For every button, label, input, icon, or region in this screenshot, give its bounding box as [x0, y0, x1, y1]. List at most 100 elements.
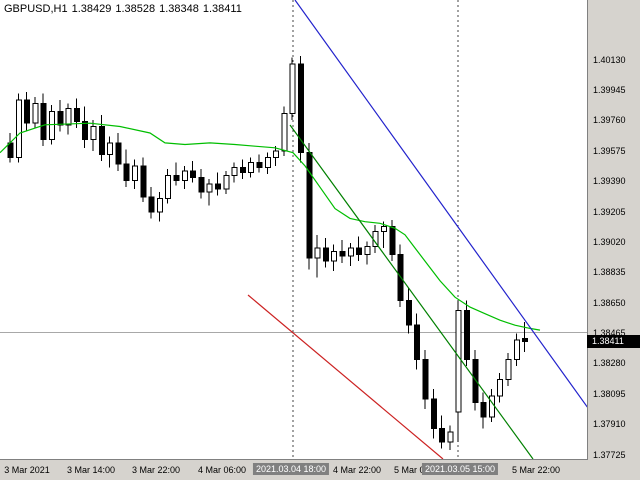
- candles-layer: [7, 55, 529, 450]
- price-axis-label: 1.38095: [593, 388, 626, 399]
- price-axis-label: 1.39020: [593, 236, 626, 247]
- upper-channel-blue: [294, 0, 587, 408]
- bear-candle-body: [57, 111, 64, 126]
- bear-candle-body: [422, 359, 429, 400]
- bull-candle-body: [156, 198, 163, 213]
- bull-candle-body: [65, 107, 72, 126]
- symbol-period-label: GBPUSD,H1: [4, 3, 68, 15]
- bull-candle-body: [372, 231, 379, 247]
- high-value: 1.38528: [115, 3, 156, 15]
- bull-candle-body: [455, 309, 462, 413]
- vline-time-label: 2021.03.04 18:00: [252, 463, 330, 475]
- bear-candle-body: [522, 337, 529, 342]
- bear-candle-body: [215, 183, 221, 190]
- bull-candle-body: [90, 125, 97, 141]
- lower-channel-red: [247, 294, 444, 459]
- bull-candle-body: [107, 142, 114, 155]
- bull-candle-body: [273, 150, 280, 159]
- price-axis-label: 1.38465: [593, 328, 626, 339]
- bear-candle-body: [356, 247, 363, 256]
- bull-candle-body: [32, 102, 39, 124]
- bear-candle-body: [464, 309, 470, 361]
- bull-candle-body: [248, 162, 255, 173]
- bear-candle-body: [306, 152, 313, 259]
- bid-price-marker: 1.38411: [587, 334, 640, 348]
- time-axis-label: 3 Mar 2021: [4, 465, 50, 475]
- bear-candle-body: [480, 401, 487, 418]
- bear-candle-body: [7, 142, 14, 159]
- time-axis-label: 5 Mar 06:00: [393, 465, 443, 475]
- close-value: 1.38411: [202, 3, 242, 15]
- bull-candle-body: [15, 99, 22, 159]
- bear-candle-body: [148, 196, 155, 213]
- bull-candle-body: [331, 250, 338, 262]
- bull-candle-body: [206, 183, 213, 193]
- time-axis[interactable]: 3 Mar 2021 3 Mar 14:00 3 Mar 22:00 4 Mar 06…: [0, 460, 640, 480]
- bull-candle-body: [264, 157, 271, 169]
- bear-candle-body: [430, 398, 437, 430]
- time-axis-label: 3 Mar 14:00: [66, 465, 116, 475]
- moving-average-line: [0, 122, 541, 331]
- price-axis-label: 1.39945: [593, 85, 626, 95]
- price-axis-label: 1.40130: [593, 54, 626, 65]
- bear-candle-body: [414, 324, 421, 361]
- price-axis-label: 1.39760: [593, 115, 626, 126]
- bear-candle-body: [123, 163, 130, 182]
- bear-candle-body: [190, 170, 197, 178]
- mid-channel-green: [289, 124, 534, 459]
- bear-candle-body: [389, 226, 396, 256]
- price-axis[interactable]: 1.40130 1.39945 1.39760 1.39575 1.39390 1.392…: [588, 0, 640, 460]
- bear-candle-body: [73, 107, 80, 123]
- bear-candle-body: [472, 359, 479, 403]
- bull-candle-body: [513, 339, 520, 361]
- bull-candle-body: [314, 247, 321, 259]
- bull-candle-body: [165, 175, 172, 200]
- bull-candle-body: [231, 167, 238, 177]
- price-axis-label: 1.37910: [593, 419, 626, 430]
- bear-candle-body: [173, 175, 180, 182]
- bull-candle-body: [505, 359, 512, 380]
- bull-candle-body: [347, 247, 354, 257]
- bear-candle-body: [24, 99, 31, 124]
- bear-candle-body: [115, 142, 122, 165]
- bear-candle-body: [82, 121, 89, 141]
- bear-candle-body: [198, 176, 205, 193]
- bull-candle-body: [381, 226, 387, 233]
- price-axis-label: 1.39575: [593, 145, 626, 156]
- bear-candle-body: [298, 63, 304, 154]
- bear-candle-body: [256, 162, 263, 169]
- bear-candle-body: [405, 300, 412, 326]
- time-axis-label: 4 Mar 06:00: [197, 465, 247, 475]
- bull-candle-body: [132, 165, 138, 182]
- bull-candle-body: [447, 431, 454, 443]
- time-axis-label: 4 Mar 22:00: [332, 465, 382, 475]
- price-axis-label: 1.37725: [593, 449, 626, 460]
- vline-time-label: 2021.03.05 15:00: [421, 463, 499, 475]
- bear-candle-body: [40, 102, 47, 141]
- price-axis-label: 1.38835: [593, 267, 626, 278]
- low-value: 1.38348: [159, 3, 199, 15]
- bull-candle-body: [497, 378, 504, 397]
- open-value: 1.38429: [71, 3, 112, 15]
- price-axis-label: 1.38280: [593, 358, 626, 369]
- time-axis-label: 5 Mar 22:00: [511, 465, 561, 475]
- time-axis-label: 3 Mar 22:00: [131, 465, 181, 475]
- bull-candle-body: [488, 395, 495, 418]
- bull-candle-body: [223, 175, 230, 190]
- bear-candle-body: [339, 250, 346, 257]
- bear-candle-body: [140, 165, 147, 198]
- bear-candle-body: [439, 428, 446, 443]
- price-axis-label: 1.39205: [593, 206, 626, 217]
- bull-candle-body: [289, 63, 296, 114]
- bull-candle-body: [181, 170, 188, 182]
- price-axis-label: 1.39390: [593, 176, 626, 187]
- bull-candle-body: [49, 111, 55, 141]
- bull-candle-body: [364, 245, 371, 256]
- bear-candle-body: [98, 125, 105, 155]
- bear-candle-body: [239, 167, 246, 173]
- chart-canvas[interactable]: [0, 0, 587, 459]
- bull-candle-body: [281, 112, 288, 152]
- bear-candle-body: [322, 247, 329, 262]
- chart-plot-area[interactable]: [0, 0, 588, 460]
